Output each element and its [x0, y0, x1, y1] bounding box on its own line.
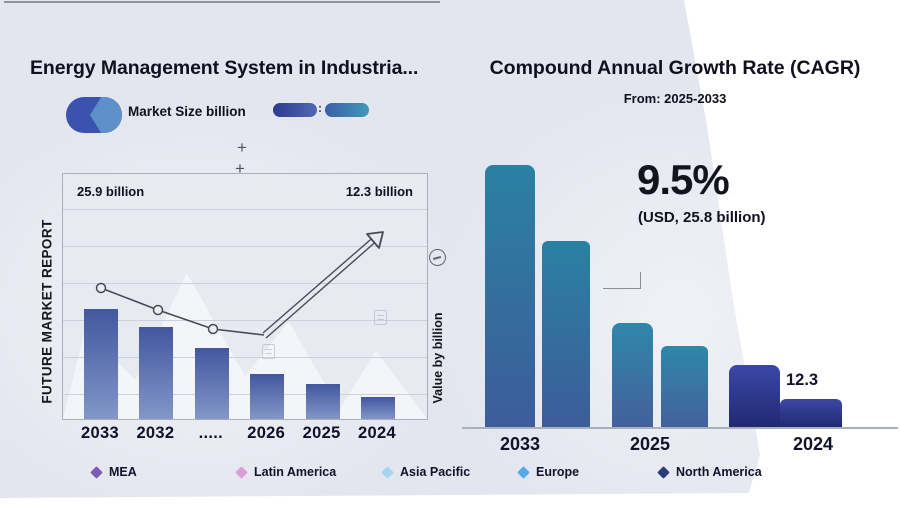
right-bar-2025-1 [612, 322, 653, 428]
market-size-icon [66, 97, 122, 133]
legend-item-latin-america[interactable]: Latin America [235, 465, 337, 479]
right-chart-baseline [462, 427, 898, 429]
diamond-icon [90, 465, 103, 479]
left-bar-6 [361, 397, 395, 419]
left-x-label-4: 2026 [247, 424, 286, 442]
right-x-label-2033: 2033 [499, 434, 541, 454]
server-icon-2 [374, 310, 387, 325]
corner-bracket-decoration [603, 272, 641, 289]
left-x-label-5: 2025 [302, 424, 341, 442]
left-bars [63, 174, 427, 419]
left-x-label-3: ..... [198, 424, 223, 442]
top-border-line [4, 1, 440, 3]
legend-label: MEA [109, 465, 137, 479]
value-annotation: 12.3 [786, 371, 819, 389]
legend-item-mea[interactable]: MEA [90, 465, 137, 479]
right-x-label-2024: 2024 [792, 434, 834, 454]
left-x-label-1: 2033 [81, 424, 119, 442]
plus-icon-2[interactable]: + [235, 159, 245, 178]
ratio-pill-left [273, 103, 317, 117]
ratio-pill-right [325, 103, 369, 117]
diamond-icon [235, 465, 248, 479]
diamond-icon [517, 465, 530, 479]
series-label: Market Size billion [128, 104, 246, 119]
left-chart-panel: 25.9 billion 12.3 billion [62, 173, 428, 420]
right-chart-subtitle: From: 2025-2033 [623, 91, 727, 106]
end-value-label: 12.3 billion [345, 184, 413, 199]
left-x-label-6: 2024 [358, 424, 396, 442]
server-icon [262, 344, 275, 359]
left-x-label-2: 2032 [136, 424, 175, 442]
right-chart-title: Compound Annual Growth Rate (CAGR) [489, 57, 861, 79]
cagr-detail: (USD, 25.8 billion) [638, 209, 766, 226]
left-chart-title: Energy Management System in Industria... [30, 57, 419, 79]
region-legend: MEA Latin America Asia Pacific Europe North … [0, 465, 900, 489]
start-value-label: 25.9 billion [77, 184, 145, 199]
legend-label: Asia Pacific [400, 465, 471, 479]
left-bar-3 [194, 347, 229, 419]
legend-label: Europe [536, 465, 580, 479]
legend-item-north-america[interactable]: North America [657, 465, 762, 479]
left-bar-1 [84, 309, 118, 419]
left-bar-2 [139, 326, 174, 419]
diamond-icon [381, 465, 394, 479]
right-x-label-2025: 2025 [629, 434, 671, 454]
left-x-labels: 2033 2032..... 2026 2025 2024 [62, 424, 428, 444]
right-bar-2024-2 [780, 399, 842, 428]
trend-line-arrow [95, 231, 384, 339]
legend-label: Latin America [254, 465, 337, 479]
legend-item-europe[interactable]: Europe [517, 465, 580, 479]
zoom-out-icon[interactable] [429, 249, 446, 266]
right-bar-2033-1 [485, 165, 535, 428]
right-bar-2033-2 [542, 241, 590, 428]
legend-item-asia-pacific[interactable]: Asia Pacific [381, 465, 471, 479]
legend-label: North America [676, 465, 762, 479]
ratio-separator: : [318, 101, 322, 115]
cagr-value: 9.5% [637, 156, 730, 203]
left-bar-5 [305, 383, 340, 419]
left-bar-4 [250, 373, 285, 419]
diamond-icon [657, 465, 670, 479]
plus-icon[interactable]: + [237, 138, 247, 157]
right-bar-2025-2 [661, 346, 708, 428]
right-bar-2024-1 [729, 364, 780, 428]
